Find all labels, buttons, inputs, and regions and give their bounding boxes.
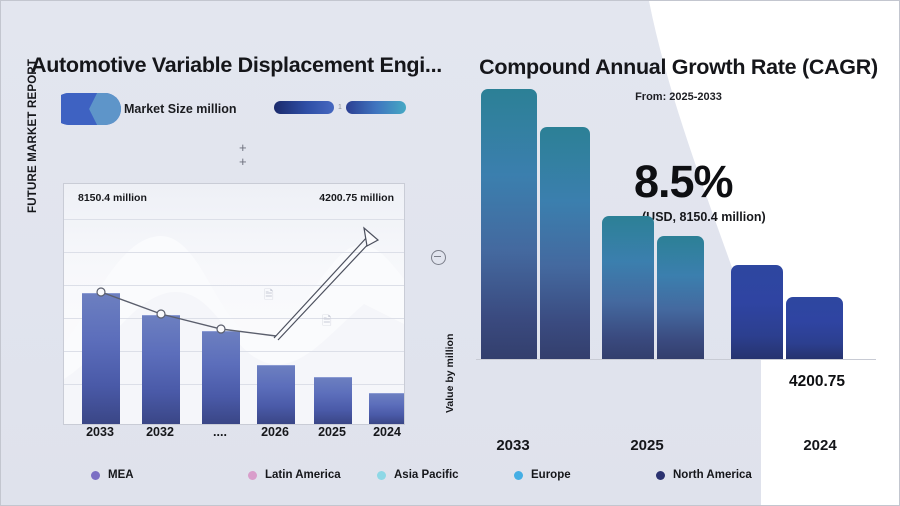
right-chart-title: Compound Annual Growth Rate (CAGR)	[479, 55, 878, 79]
bar-dots	[202, 331, 240, 424]
r-x-label-2033: 2033	[496, 437, 530, 454]
plus-icons-group: + +	[239, 141, 247, 169]
bar-2024	[369, 393, 404, 424]
legend-dot-mea	[91, 470, 100, 480]
left-x-axis-labels: 2033 2032 .... 2026 2025 2024	[63, 425, 403, 447]
legend-label-mea: MEA	[108, 469, 134, 481]
document-icon-1: 🗎	[264, 288, 274, 302]
gradient-pill-primary	[274, 101, 334, 114]
legend-item-latin-america[interactable]: Latin America	[248, 469, 341, 481]
left-trend-line-overlay	[96, 226, 380, 341]
plus-icon-2: +	[239, 154, 247, 169]
x-label-4: 2025	[318, 425, 346, 439]
legend-dot-latin-america	[248, 470, 257, 480]
legend-dot-north-america	[656, 470, 665, 480]
gradient-pill-group: 1	[274, 101, 406, 114]
rbar-2033-a	[481, 89, 537, 359]
legend-item-north-america[interactable]: North America	[656, 469, 752, 481]
x-label-3: 2026	[261, 425, 289, 439]
gridline-2	[64, 252, 404, 253]
gridline-4	[64, 318, 404, 319]
left-y-axis-label: FUTURE MARKET REPORT	[27, 58, 39, 213]
x-label-0: 2033	[86, 425, 114, 439]
rbar-2025-b	[657, 236, 704, 359]
rbar-data-label-2024: 4200.75	[789, 373, 846, 390]
right-axis-line	[476, 359, 876, 360]
left-bars-layer	[64, 184, 404, 424]
right-panel: Compound Annual Growth Rate (CAGR) From:…	[456, 1, 899, 461]
left-panel: Automotive Variable Displacement Engi...…	[1, 1, 456, 461]
x-label-5: 2024	[373, 425, 401, 439]
plus-icon-1: +	[239, 140, 247, 155]
rbar-2024-b	[786, 297, 843, 359]
rbar-2024-a	[731, 265, 783, 359]
pill-separator-label: 1	[338, 104, 342, 111]
legend-item-mea[interactable]: MEA	[91, 469, 134, 481]
cagr-value: 8.5%	[634, 156, 734, 207]
footer-legend: MEA Latin America Asia Pacific Europe No…	[1, 463, 899, 497]
right-bars-layer: 4200.75	[456, 1, 899, 421]
x-label-2: ....	[213, 425, 227, 439]
legend-label-latin-america: Latin America	[265, 469, 341, 481]
background-white-curve	[479, 1, 899, 505]
legend-label-north-america: North America	[673, 469, 752, 481]
bar-2025	[314, 377, 352, 424]
cagr-note: (USD, 8150.4 million)	[642, 210, 766, 224]
legend-label-asia-pacific: Asia Pacific	[394, 469, 459, 481]
bar-2026	[257, 365, 295, 424]
gradient-pill-secondary	[345, 101, 406, 114]
left-chart-title: Automotive Variable Displacement Engi...	[31, 53, 442, 77]
r-x-label-2024: 2024	[803, 437, 837, 454]
right-chart-subtitle: From: 2025-2033	[635, 91, 722, 103]
gridline-1	[64, 219, 404, 220]
r-x-label-2025: 2025	[630, 437, 664, 454]
document-icon-2: 🗎	[322, 314, 332, 328]
circle-minus-icon[interactable]	[431, 250, 446, 265]
left-y-axis-label-right: Value by million	[444, 333, 456, 413]
legend-label-europe: Europe	[531, 469, 571, 481]
left-legend-caption: Market Size million	[124, 102, 237, 116]
bar-2032	[142, 315, 180, 424]
rbar-2033-b	[540, 127, 590, 359]
gridline-3	[64, 285, 404, 286]
rbar-2025-a	[602, 216, 654, 359]
hexagon-swatch-icon	[53, 93, 127, 125]
left-value-label-end: 4200.75 million	[319, 192, 394, 204]
left-plot-area: 8150.4 million 4200.75 million 🗎 🗎	[63, 183, 405, 425]
legend-item-asia-pacific[interactable]: Asia Pacific	[377, 469, 459, 481]
left-value-label-start: 8150.4 million	[78, 192, 147, 204]
legend-dot-europe	[514, 470, 523, 480]
x-label-1: 2032	[146, 425, 174, 439]
legend-dot-asia-pacific	[377, 470, 386, 480]
legend-item-europe[interactable]: Europe	[514, 469, 571, 481]
